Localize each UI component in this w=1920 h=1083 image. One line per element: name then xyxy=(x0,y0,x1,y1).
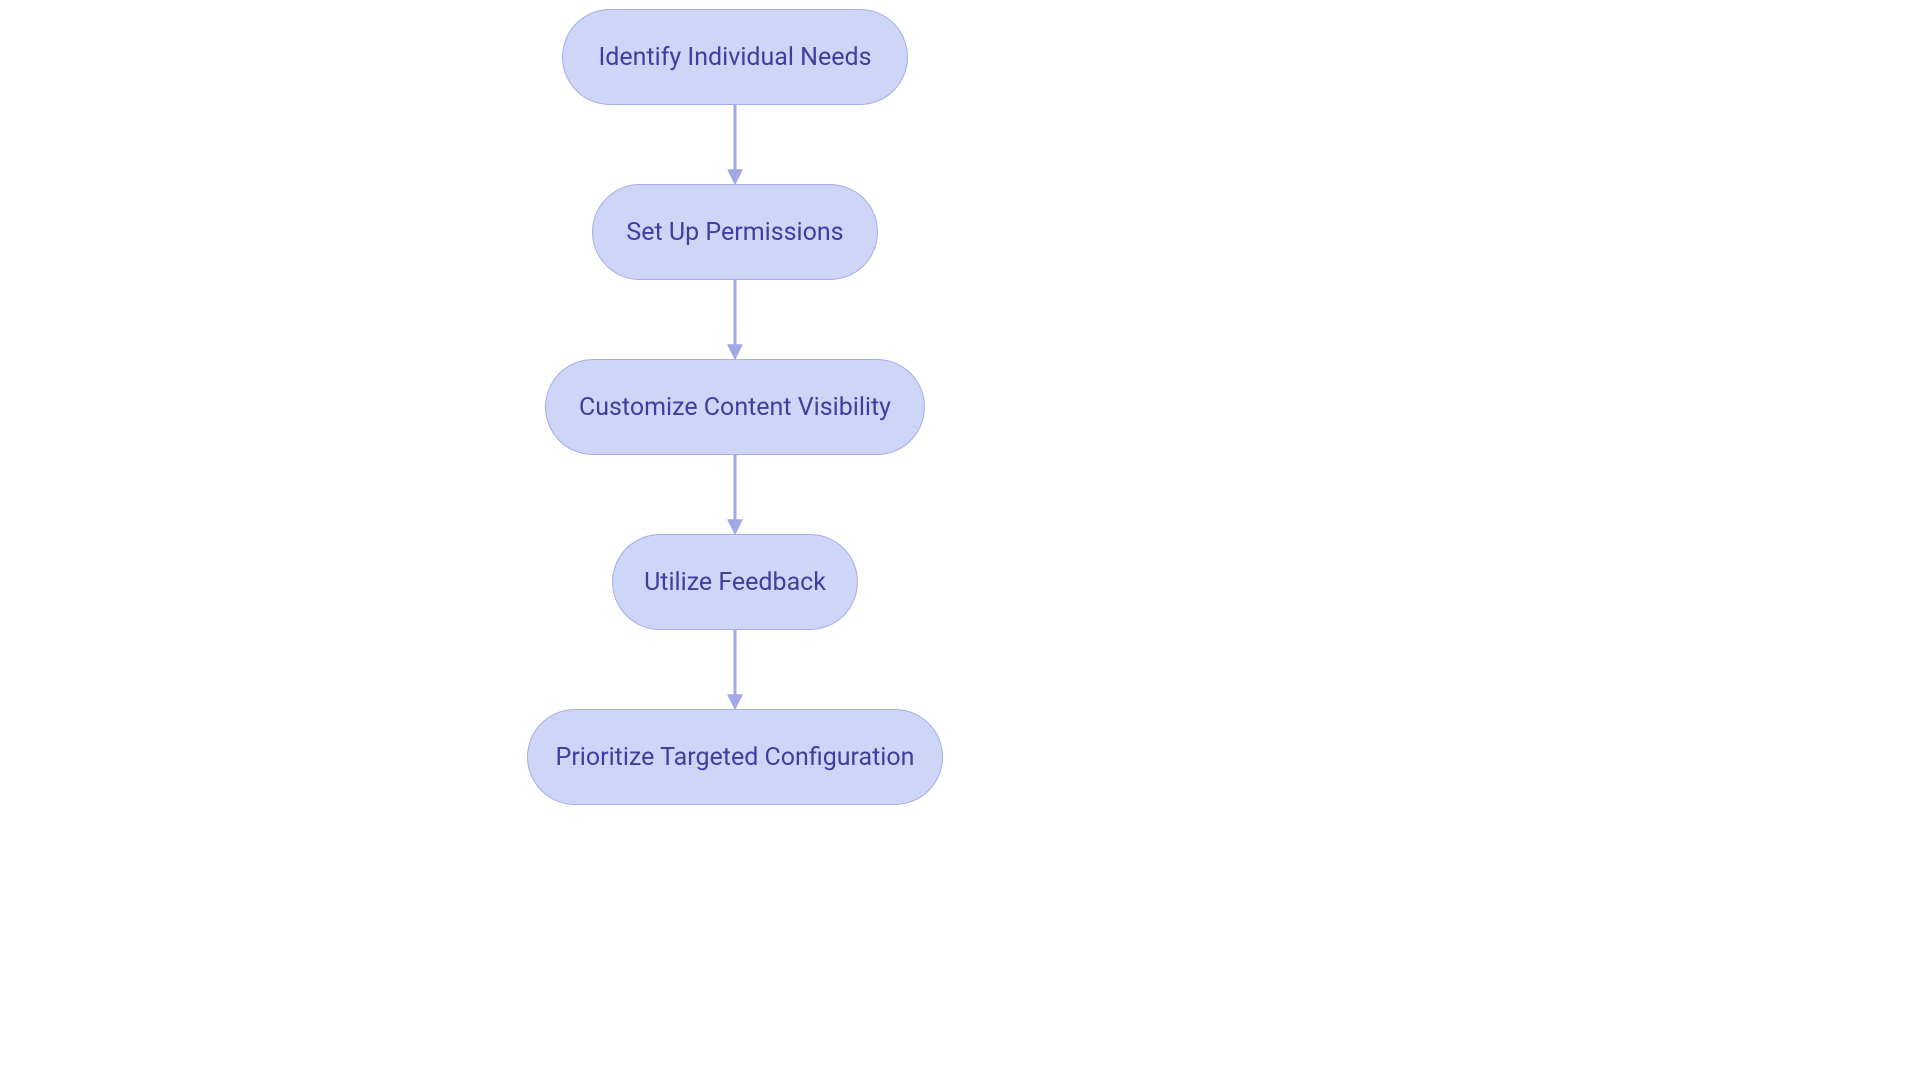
flow-node-n5: Prioritize Targeted Configuration xyxy=(527,709,943,805)
flow-node-label: Customize Content Visibility xyxy=(579,393,891,422)
flowchart-canvas: Identify Individual Needs Set Up Permissi… xyxy=(0,0,1920,1083)
flow-node-label: Identify Individual Needs xyxy=(598,43,871,72)
flow-node-label: Utilize Feedback xyxy=(644,568,826,597)
flow-node-n3: Customize Content Visibility xyxy=(545,359,925,455)
flow-node-label: Set Up Permissions xyxy=(626,218,843,247)
flow-node-n1: Identify Individual Needs xyxy=(562,9,908,105)
flow-node-label: Prioritize Targeted Configuration xyxy=(556,743,915,772)
edges-layer xyxy=(0,0,1920,1083)
flow-node-n4: Utilize Feedback xyxy=(612,534,858,630)
flow-node-n2: Set Up Permissions xyxy=(592,184,878,280)
